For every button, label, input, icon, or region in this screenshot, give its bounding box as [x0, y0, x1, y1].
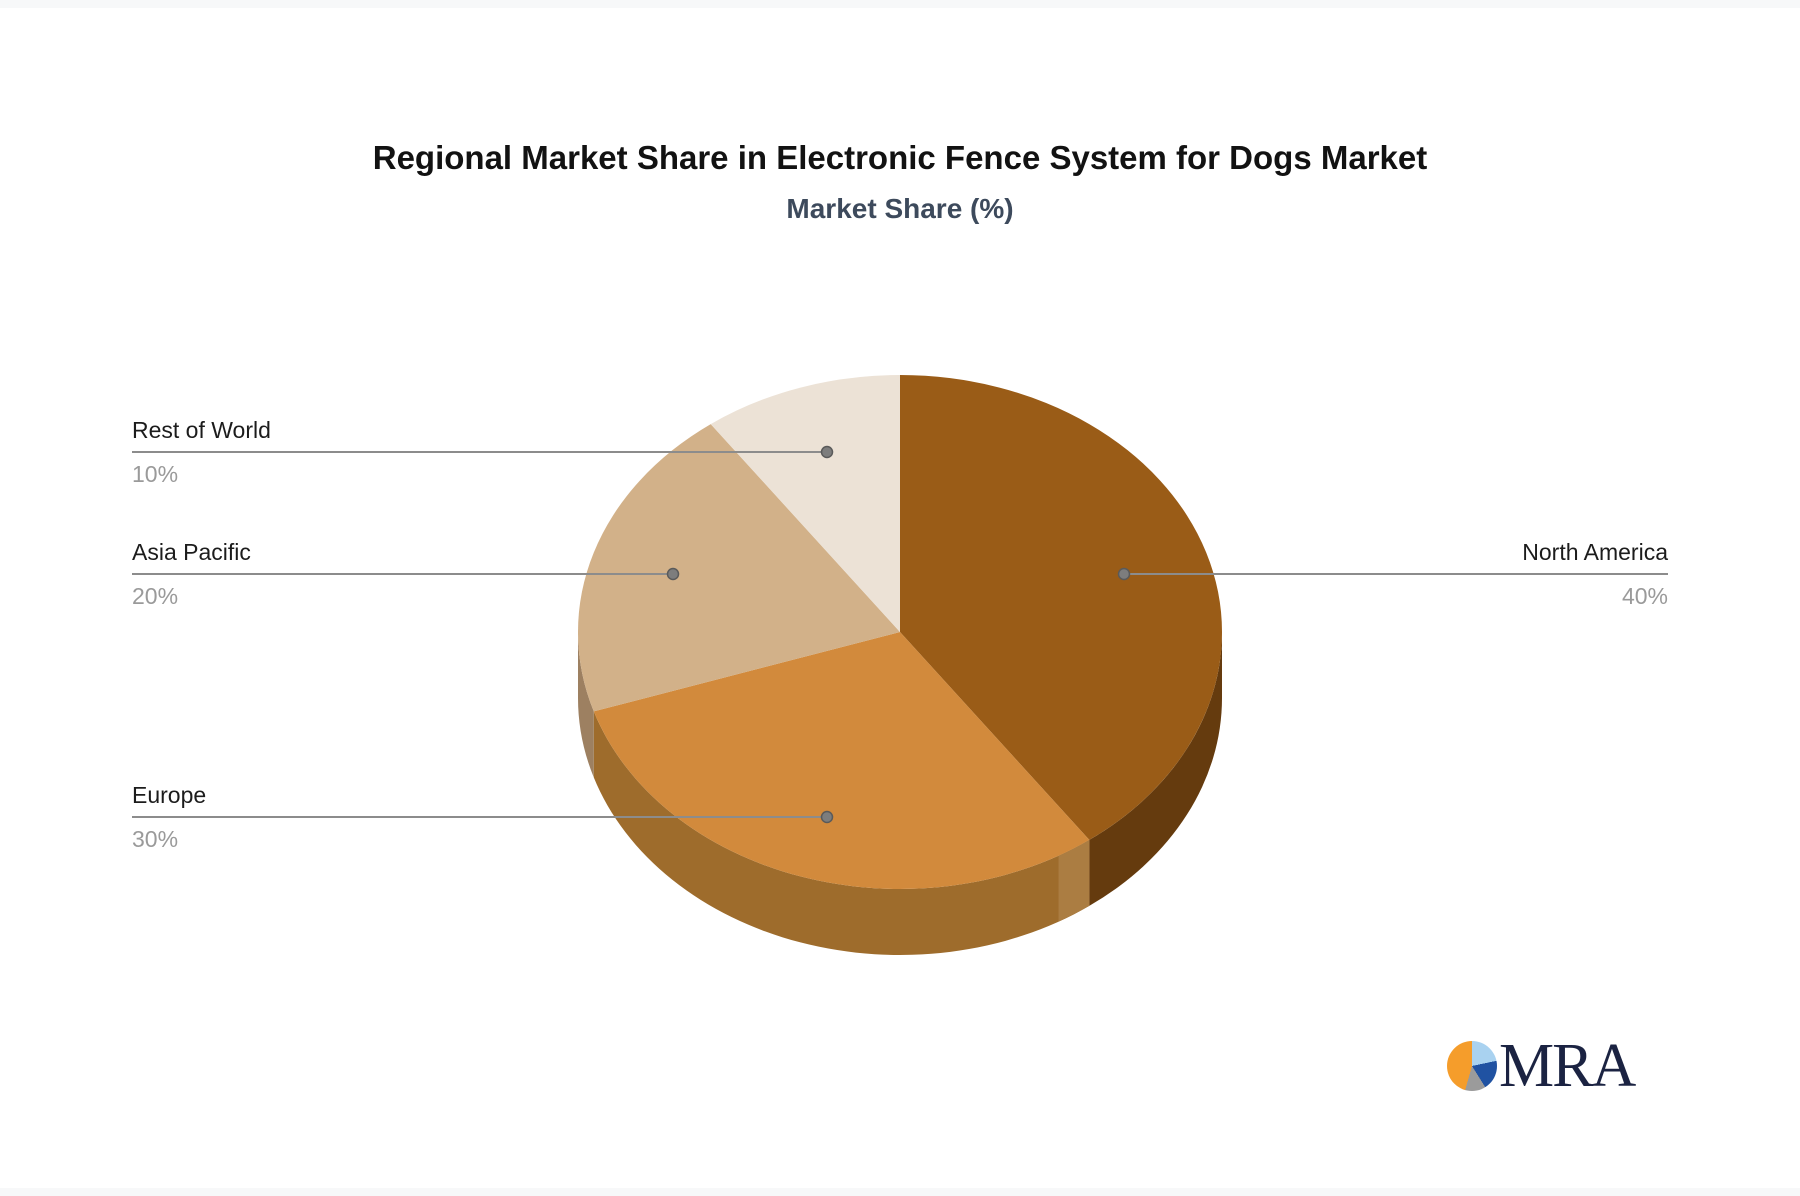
leader-dot-europe [820, 810, 834, 824]
pie-slice-asia-pacific [578, 424, 900, 712]
logo-text: MRA [1499, 1032, 1636, 1100]
slice-name: North America [1522, 539, 1668, 565]
chart-subtitle: Market Share (%) [786, 193, 1014, 224]
pie-side-band-europe [1058, 839, 1090, 922]
logo-pie-icon [1447, 1041, 1497, 1091]
leader-dot-rest-of-world [820, 445, 834, 459]
bottom-edge-strip [0, 1188, 1800, 1196]
label-europe: Europe 30% [132, 781, 206, 853]
chart-title: Regional Market Share in Electronic Fenc… [372, 139, 1428, 176]
slice-percent: 30% [132, 826, 179, 852]
leader-dot-north-america [1117, 567, 1131, 581]
leader-dot-asia-pacific [666, 567, 680, 581]
slice-percent: 40% [1621, 583, 1668, 609]
pie-side-north-america [1089, 632, 1222, 906]
pie-slice-rest-of-world [710, 375, 900, 632]
slice-name: Asia Pacific [132, 539, 251, 565]
top-edge-strip [0, 0, 1800, 8]
pie-side-europe [593, 711, 1090, 955]
pie-side-asia-pacific [578, 632, 594, 778]
slice-name: Rest of World [132, 417, 271, 443]
slice-name: Europe [132, 782, 207, 808]
pie-slice-north-america [900, 375, 1222, 840]
mra-logo: MRA [1447, 1032, 1636, 1100]
slice-percent: 10% [132, 461, 179, 487]
label-north-america: North America 40% [1522, 538, 1668, 610]
pie-slice-europe [593, 632, 1090, 889]
label-asia-pacific: Asia Pacific 20% [132, 538, 251, 610]
label-rest-of-world: Rest of World 10% [132, 416, 271, 488]
slice-percent: 20% [132, 583, 179, 609]
